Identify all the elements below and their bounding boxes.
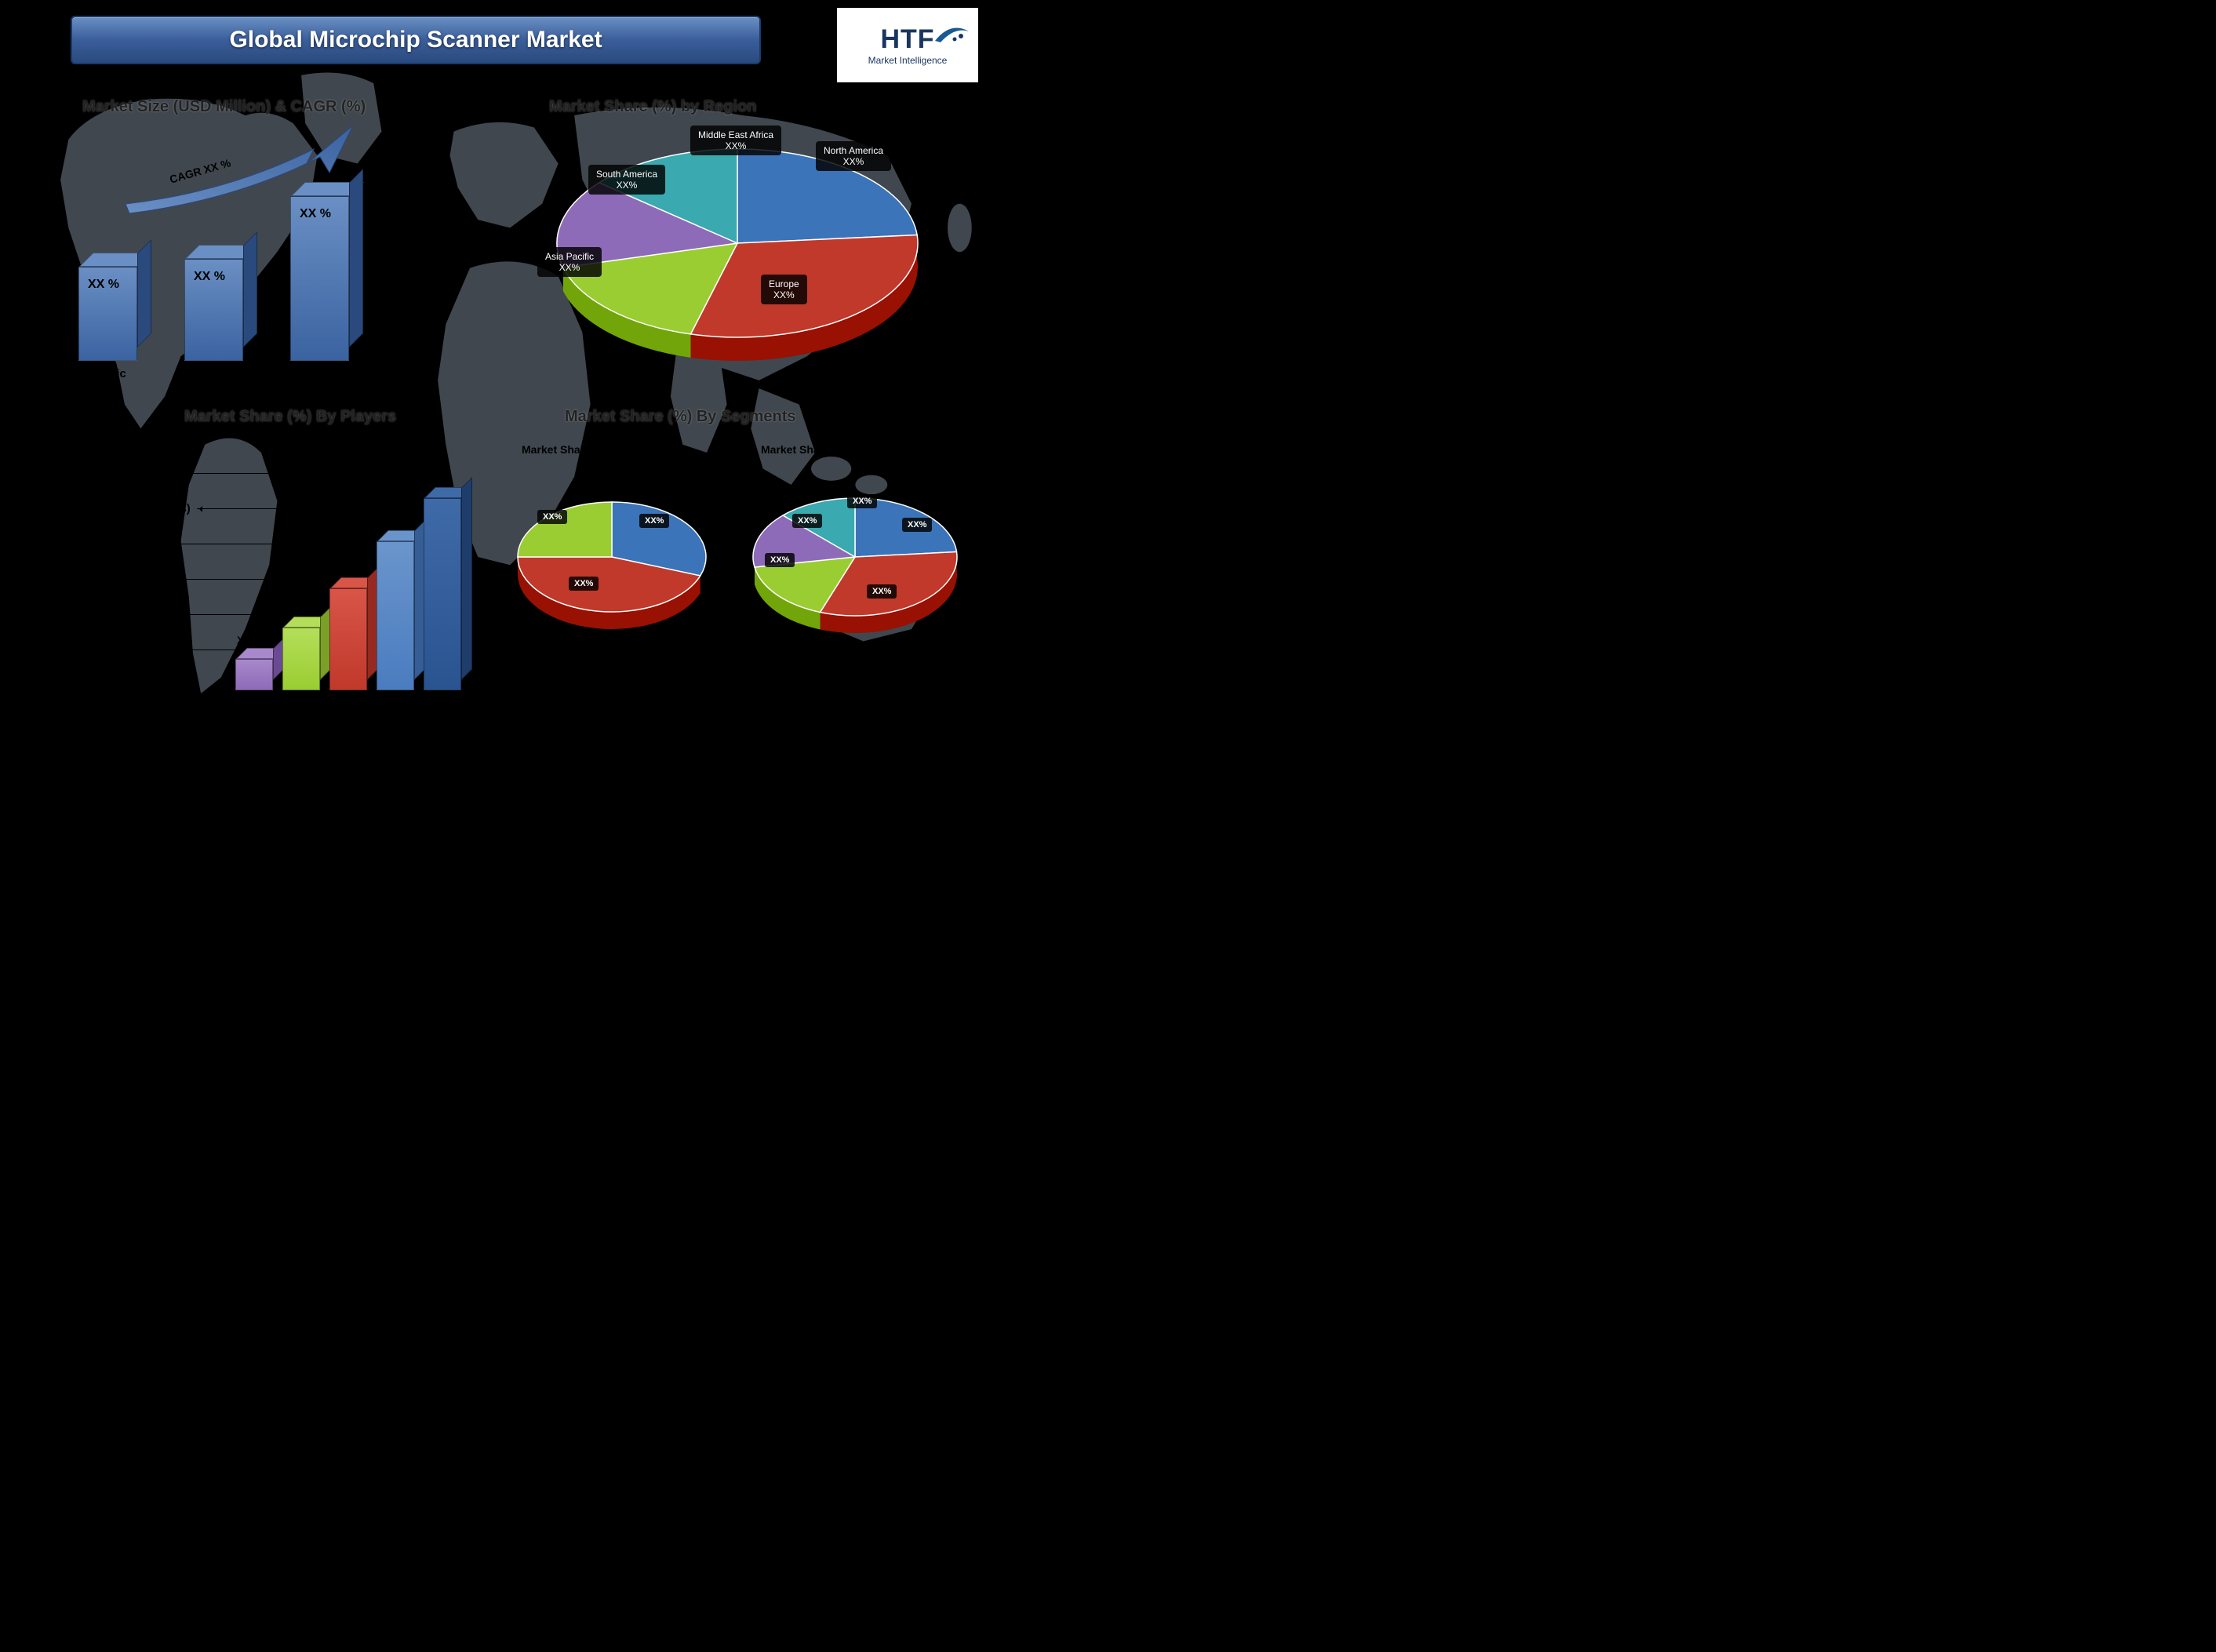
pie-label: South AmericaXX% [588, 165, 665, 195]
logo-sub: Market Intelligence [868, 55, 948, 66]
mini-pie-label: XX% [639, 514, 669, 528]
player-item: • HomeAgain (United States) [31, 502, 298, 515]
players-chart: • Allflex (United States) • HomeAgain (Un… [31, 416, 486, 714]
mini-pie-label: XX% [847, 494, 877, 508]
bar-label: XX % [88, 278, 119, 292]
player-item: • Allflex (United States) [31, 467, 298, 480]
bar-label: XX % [331, 563, 358, 576]
axis-label: Forecast [294, 367, 344, 380]
bar-label: XX % [237, 634, 264, 646]
q1-title: Market Size (USD Million) & CAGR (%) [82, 98, 366, 116]
bar-label: XX % [378, 516, 406, 529]
pie-label: EuropeXX% [761, 275, 807, 304]
q4-sub2: Market Share (%) By Application [761, 443, 930, 456]
player-item: • Biomark (Germany) [31, 608, 298, 621]
mini-pie-label: XX% [537, 510, 567, 524]
player-item: • EIDAP Inc (Canada) [31, 573, 298, 586]
htf-logo: HTF Market Intelligence [837, 8, 978, 82]
pie-label: Middle East AfricaXX% [690, 126, 781, 155]
q4-sub1: Market Share (%) By Types [522, 443, 662, 456]
market-size-chart: CAGR XX % XX %Historic XX %Current XX %F… [47, 126, 424, 377]
logo-main: HTF [880, 24, 934, 55]
title-bar: Global Microchip Scanner Market [71, 16, 761, 64]
pie-label: Asia PacificXX% [537, 247, 602, 277]
mini-pie-label: XX% [792, 514, 822, 528]
region-pie-chart: North AmericaXX% EuropeXX% Asia PacificXX%… [478, 110, 949, 377]
bar-label: XX % [194, 270, 225, 284]
pie-label: North AmericaXX% [816, 141, 891, 171]
mini-pie-label: XX% [902, 518, 932, 532]
segments-charts: Market Share (%) By Types Market Share (… [502, 416, 988, 714]
mini-pie-label: XX% [867, 584, 897, 599]
axis-label: Historic [82, 367, 126, 380]
axis-label: Current [188, 367, 231, 380]
bar-label: XX % [300, 207, 331, 221]
mini-pie-label: XX% [569, 577, 599, 591]
bar-label: XX % [425, 473, 453, 486]
bar-label: XX % [284, 602, 311, 615]
mini-pie-label: XX% [765, 553, 795, 567]
page-title: Global Microchip Scanner Market [229, 27, 602, 53]
player-item: • Hero (United States) [31, 537, 298, 551]
